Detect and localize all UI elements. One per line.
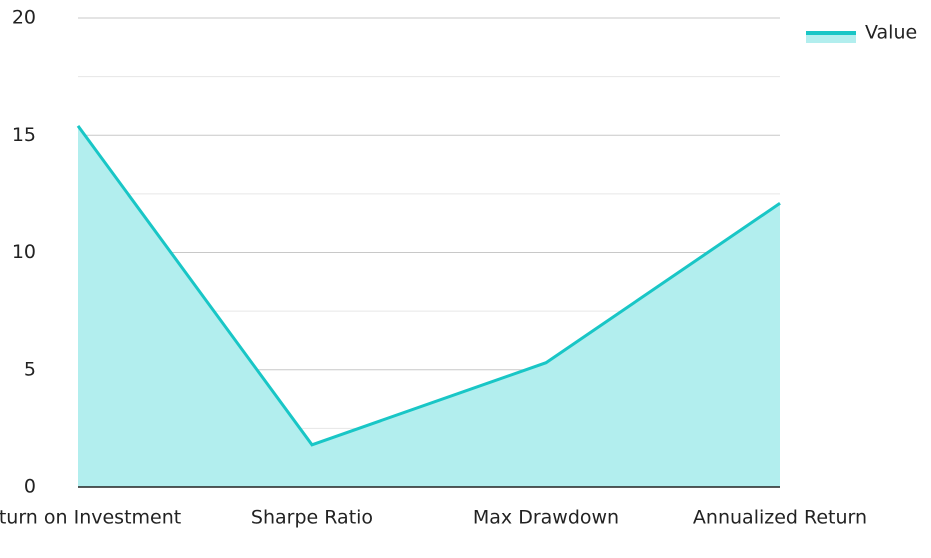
legend-label: Value — [865, 22, 917, 44]
x-tick-label: Annualized Return — [693, 507, 867, 529]
y-tick-label: 20 — [12, 7, 36, 29]
legend-swatch-fill — [806, 35, 856, 43]
area-line — [76, 124, 781, 447]
y-tick-label: 15 — [12, 124, 36, 146]
x-tick-label: Return on Investment — [0, 507, 181, 529]
x-tick-label: Sharpe Ratio — [251, 507, 373, 529]
y-tick-label: 0 — [24, 476, 36, 498]
y-tick-label: 5 — [24, 358, 36, 380]
area-fill — [78, 125, 780, 488]
x-tick-label: Max Drawdown — [473, 507, 619, 529]
y-tick-label: 10 — [12, 241, 36, 263]
